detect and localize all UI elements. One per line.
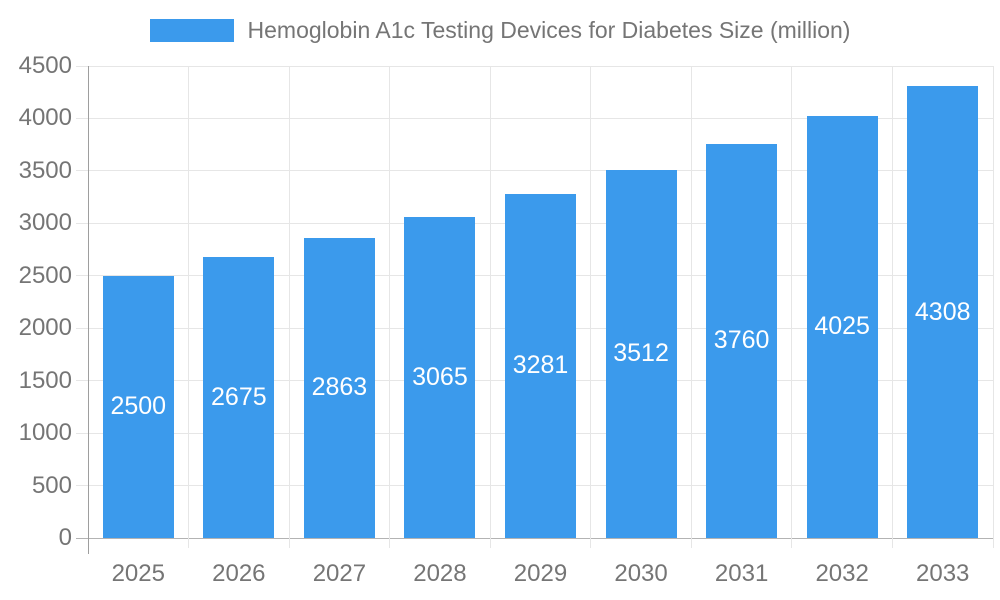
x-axis-label: 2027 — [312, 560, 367, 587]
bar[interactable]: 3281 — [505, 193, 576, 538]
bar[interactable]: 4025 — [806, 115, 878, 538]
y-tick — [76, 432, 88, 434]
bar[interactable]: 4308 — [907, 86, 979, 538]
legend: Hemoglobin A1c Testing Devices for Diabe… — [0, 15, 1000, 45]
y-tick — [76, 117, 88, 119]
x-axis-label: 2031 — [714, 560, 769, 587]
v-gridline — [791, 66, 793, 548]
y-axis-label: 4000 — [18, 104, 72, 132]
x-axis-label: 2032 — [815, 560, 869, 587]
y-axis-label: 2500 — [18, 261, 72, 289]
h-gridline — [88, 537, 993, 539]
bar-value-label: 2500 — [110, 392, 167, 421]
x-axis-label: 2033 — [916, 560, 970, 587]
y-tick — [76, 537, 88, 539]
legend-label: Hemoglobin A1c Testing Devices for Diabe… — [247, 16, 851, 43]
bar[interactable]: 3065 — [404, 216, 476, 538]
y-axis-label: 0 — [58, 524, 72, 551]
bar[interactable]: 2863 — [303, 237, 375, 538]
h-gridline — [88, 170, 993, 172]
y-axis-label: 3500 — [18, 156, 72, 184]
v-gridline — [288, 66, 290, 548]
x-axis-label: 2026 — [212, 560, 266, 587]
v-gridline — [489, 66, 491, 548]
y-tick — [76, 380, 88, 382]
y-tick — [76, 275, 88, 277]
v-gridline — [590, 66, 592, 548]
bar[interactable]: 3512 — [605, 169, 677, 538]
y-tick — [76, 222, 88, 224]
v-gridline — [389, 66, 391, 548]
bar[interactable]: 2675 — [203, 257, 275, 538]
y-axis-line — [87, 66, 89, 554]
bar[interactable]: 3760 — [706, 143, 778, 538]
bar-value-label: 4308 — [914, 297, 971, 326]
v-gridline — [188, 66, 190, 548]
y-tick — [76, 65, 88, 67]
y-axis-label: 2000 — [18, 314, 72, 342]
y-axis-label: 1500 — [18, 366, 72, 394]
bar[interactable]: 2500 — [102, 275, 174, 538]
bar-value-label: 3760 — [713, 326, 770, 355]
x-axis-label: 2025 — [111, 560, 165, 587]
y-axis-label: 3000 — [18, 209, 72, 237]
legend-swatch — [149, 18, 234, 42]
bar-value-label: 3512 — [613, 339, 669, 368]
y-axis-label: 500 — [31, 471, 72, 499]
bar-value-label: 3065 — [412, 362, 468, 391]
bar-value-label: 2863 — [311, 373, 368, 402]
bar-value-label: 3281 — [512, 351, 569, 380]
v-gridline — [690, 66, 692, 548]
bar-value-label: 2675 — [211, 383, 267, 412]
x-axis-label: 2028 — [413, 560, 467, 587]
v-gridline — [891, 66, 893, 548]
y-tick — [76, 170, 88, 172]
h-gridline — [88, 117, 993, 119]
bar-value-label: 4025 — [814, 312, 870, 341]
y-tick — [76, 327, 88, 329]
y-tick — [76, 485, 88, 487]
h-gridline — [88, 65, 993, 67]
v-gridline — [992, 66, 994, 548]
y-axis-label: 1000 — [18, 419, 72, 447]
x-axis-label: 2030 — [614, 560, 668, 587]
x-axis-label: 2029 — [513, 560, 568, 587]
y-axis-label: 4500 — [18, 52, 72, 79]
